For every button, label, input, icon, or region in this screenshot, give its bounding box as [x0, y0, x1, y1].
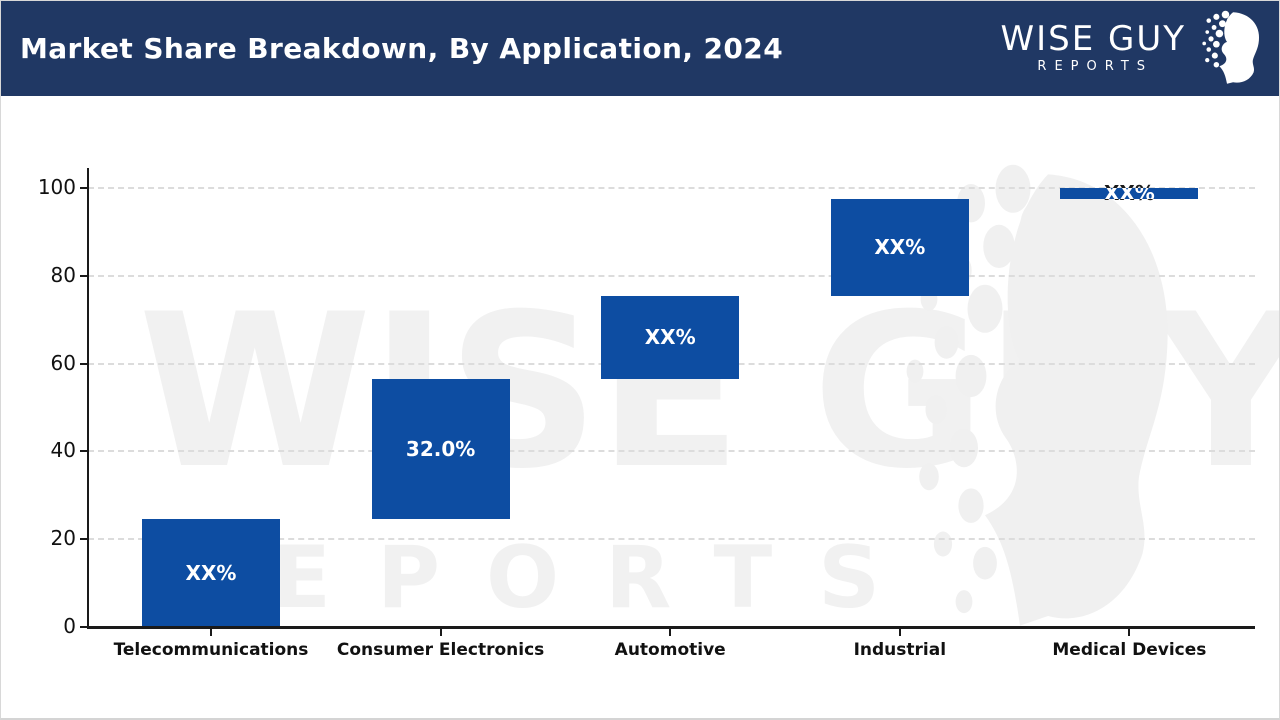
- logo-text: WISE GUY REPORTS: [1000, 19, 1186, 74]
- bar-consumer-electronics: 32.0%: [371, 378, 510, 520]
- logo-wise-guy-text: WISE GUY: [1000, 19, 1186, 60]
- wise-guy-logo: WISE GUY REPORTS: [1000, 10, 1266, 86]
- x-tick-mark: [1128, 628, 1131, 636]
- bar-value-label: XX%: [644, 325, 696, 350]
- x-tick-mark: [210, 628, 212, 636]
- x-tick-label: Telecommunications: [113, 640, 309, 660]
- x-tick-label: Medical Devices: [1052, 640, 1207, 660]
- y-tick-label: 60: [50, 350, 76, 375]
- grid-line: [88, 274, 1255, 277]
- x-tick-label: Industrial: [853, 640, 947, 660]
- bar-automotive: XX%: [601, 295, 740, 379]
- x-axis-line: [87, 626, 1255, 629]
- grid-line: [88, 187, 1255, 189]
- page-title: Market Share Breakdown, By Application, …: [20, 31, 784, 65]
- y-tick-mark: [80, 626, 88, 628]
- x-tick-label: Consumer Electronics: [336, 640, 545, 660]
- title-bar: Market Share Breakdown, By Application, …: [0, 0, 1280, 96]
- bar-value-label: 32.0%: [405, 437, 476, 462]
- bar-telecommunications: XX%: [142, 519, 280, 627]
- bar-medical-devices: XX%: [1060, 188, 1199, 199]
- y-tick-mark: [80, 450, 88, 453]
- y-tick-label: 100: [37, 175, 76, 199]
- x-tick-mark: [439, 628, 442, 636]
- y-axis-line: [87, 168, 89, 629]
- y-tick-mark: [80, 362, 88, 365]
- grid-line: [88, 538, 1255, 541]
- watermark-reports: REPORTS: [160, 528, 927, 628]
- y-tick-label: 0: [63, 614, 76, 638]
- y-tick-mark: [80, 274, 88, 277]
- y-tick-label: 80: [50, 262, 76, 287]
- bar-industrial: XX%: [830, 198, 969, 296]
- bar-value-label: XX%: [185, 561, 237, 586]
- y-tick-mark: [80, 538, 88, 541]
- bar-value-label: XX%: [1104, 188, 1155, 199]
- x-tick-mark: [669, 628, 672, 636]
- y-tick-label: 20: [50, 526, 76, 551]
- logo-face-icon: [1202, 10, 1260, 84]
- x-tick-label: Automotive: [614, 640, 726, 660]
- logo-reports-text: REPORTS: [1037, 58, 1154, 74]
- grid-line: [88, 450, 1255, 453]
- y-tick-mark: [80, 187, 88, 189]
- x-tick-mark: [898, 628, 901, 636]
- bar-value-label: XX%: [874, 235, 926, 260]
- y-tick-label: 40: [50, 438, 76, 463]
